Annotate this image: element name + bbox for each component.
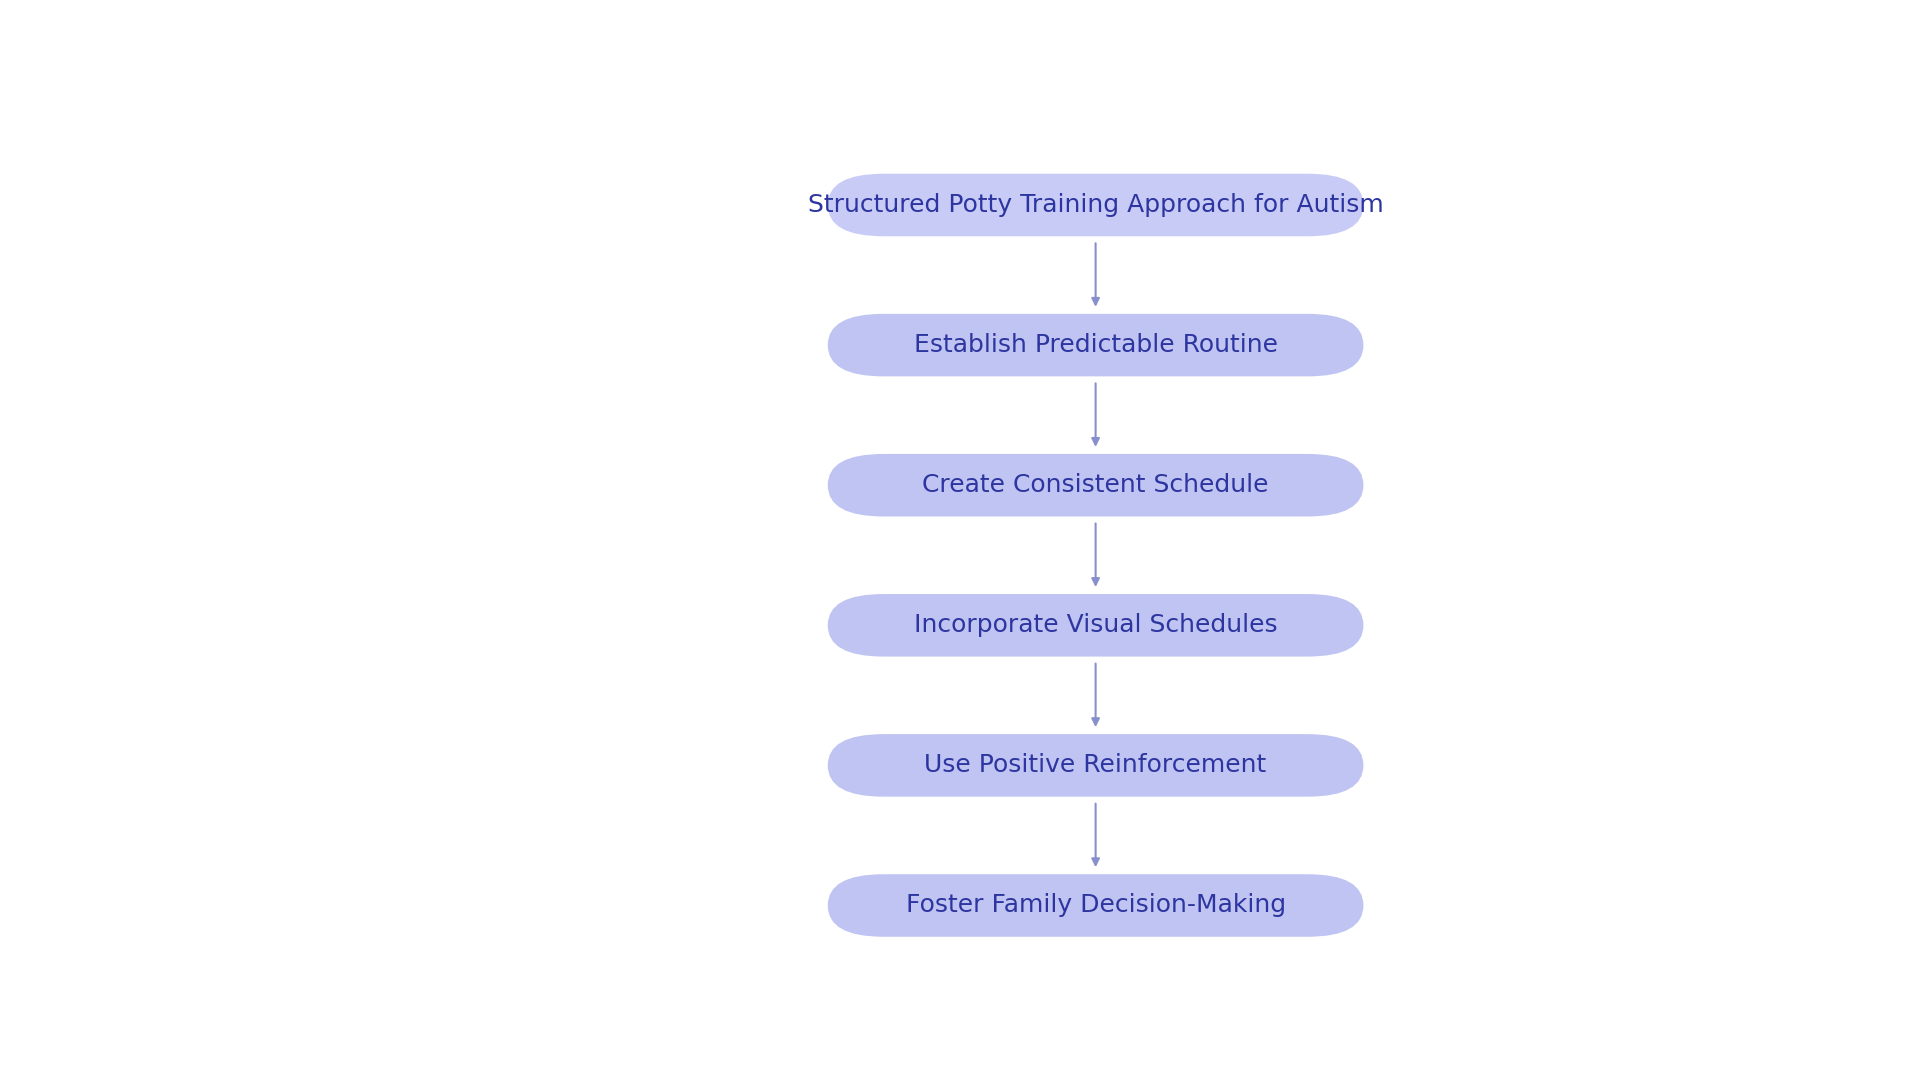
FancyBboxPatch shape [828, 595, 1363, 656]
Text: Use Positive Reinforcement: Use Positive Reinforcement [924, 754, 1267, 778]
FancyBboxPatch shape [828, 173, 1363, 236]
FancyBboxPatch shape [828, 734, 1363, 797]
Text: Create Consistent Schedule: Create Consistent Schedule [922, 473, 1269, 497]
FancyBboxPatch shape [828, 874, 1363, 937]
FancyBboxPatch shape [828, 454, 1363, 517]
FancyBboxPatch shape [828, 314, 1363, 377]
Text: Incorporate Visual Schedules: Incorporate Visual Schedules [914, 613, 1277, 637]
Text: Structured Potty Training Approach for Autism: Structured Potty Training Approach for A… [808, 193, 1384, 217]
Text: Foster Family Decision-Making: Foster Family Decision-Making [906, 893, 1286, 917]
Text: Establish Predictable Routine: Establish Predictable Routine [914, 334, 1277, 357]
